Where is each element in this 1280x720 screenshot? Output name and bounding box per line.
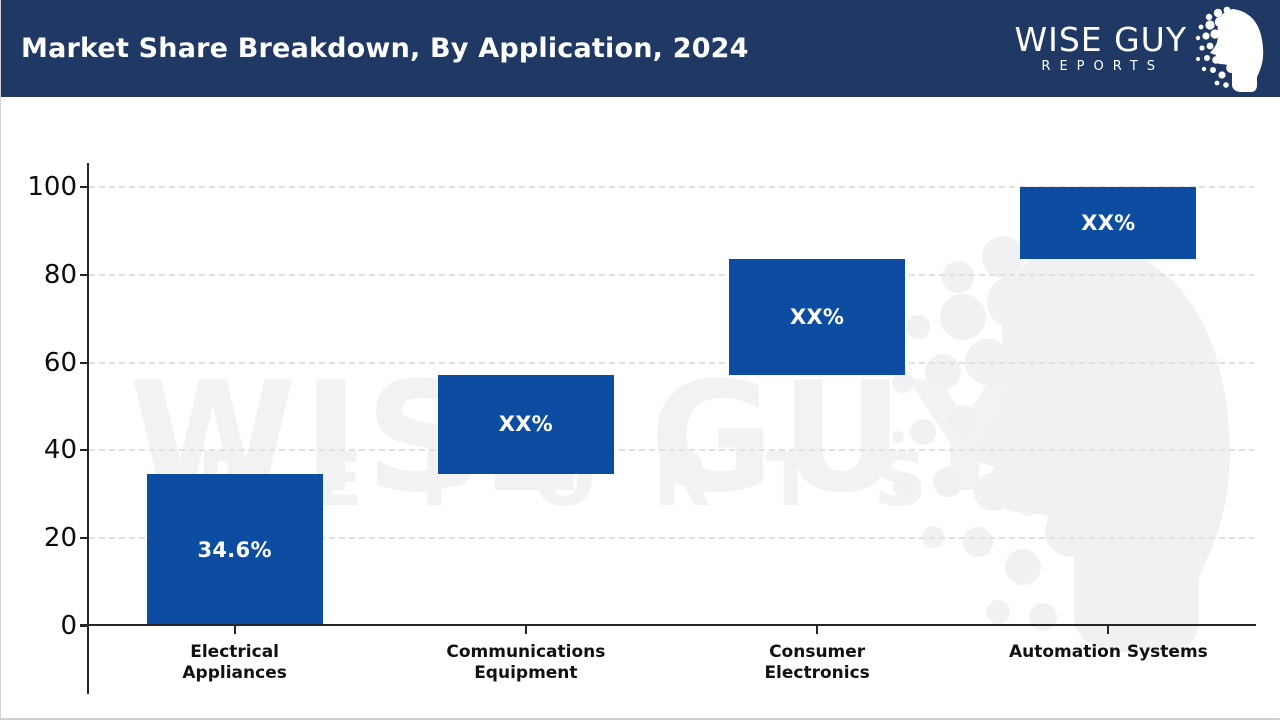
category-label: Communications Equipment	[376, 642, 676, 684]
bar-value-label: XX%	[1081, 210, 1136, 235]
y-tick-label: 100	[27, 172, 77, 202]
category-label-line: Appliances	[182, 663, 287, 683]
bar: 34.6%	[146, 474, 323, 626]
category-label-line: Electrical	[190, 642, 279, 662]
x-tick-mark	[816, 626, 819, 634]
category-label-line: Consumer	[769, 642, 866, 662]
y-tick-label: 60	[43, 347, 77, 378]
y-tick-label: 80	[43, 259, 77, 290]
category-label: Consumer Electronics	[667, 642, 967, 684]
page-title: Market Share Breakdown, By Application, …	[21, 33, 749, 64]
y-axis-line	[87, 163, 89, 694]
bar-value-label: 34.6%	[197, 538, 272, 563]
category-label-line: Electronics	[764, 663, 870, 683]
brand-logo-text: WISE GUY REPORTS	[1014, 20, 1187, 75]
brand-subname: REPORTS	[1041, 59, 1165, 74]
gridline	[89, 537, 1254, 540]
category-label-line: Communications	[446, 642, 606, 662]
y-tick-label: 20	[43, 523, 77, 554]
y-tick-mark	[80, 186, 88, 188]
bar-value-label: XX%	[498, 412, 554, 437]
category-label: Automation Systems	[958, 642, 1258, 663]
header: Market Share Breakdown, By Application, …	[1, 0, 1280, 97]
bar: XX%	[1020, 187, 1197, 259]
y-tick-mark	[80, 449, 88, 452]
bar: XX%	[437, 374, 614, 475]
x-tick-mark	[1107, 626, 1110, 634]
chart-canvas: WISE GUY REPORTS 0 20 40 60 80 100 34.6% Electr…	[1, 97, 1280, 718]
gridline	[89, 449, 1254, 452]
brand-logo: WISE GUY REPORTS	[1014, 3, 1267, 95]
x-tick-mark	[233, 626, 236, 634]
y-tick-mark	[80, 537, 88, 540]
gridline	[89, 186, 1254, 188]
brand-head-icon	[1195, 6, 1264, 92]
x-tick-mark	[524, 626, 527, 634]
gridline	[89, 273, 1254, 276]
category-label-line: Equipment	[474, 663, 578, 683]
x-axis-line	[80, 624, 1256, 626]
gridline	[89, 361, 1254, 364]
y-tick-label: 40	[43, 435, 77, 466]
y-tick-mark	[80, 273, 88, 276]
y-tick-label: 0	[60, 611, 77, 641]
bar-value-label: XX%	[789, 304, 845, 329]
category-label: Electrical Appliances	[85, 642, 385, 684]
brand-name: WISE GUY	[1014, 20, 1187, 59]
y-tick-mark	[80, 361, 88, 364]
y-tick-mark	[80, 625, 88, 627]
bar: XX%	[729, 258, 906, 375]
watermark-head-icon	[882, 225, 1230, 652]
category-label-line: Automation Systems	[1008, 642, 1208, 662]
